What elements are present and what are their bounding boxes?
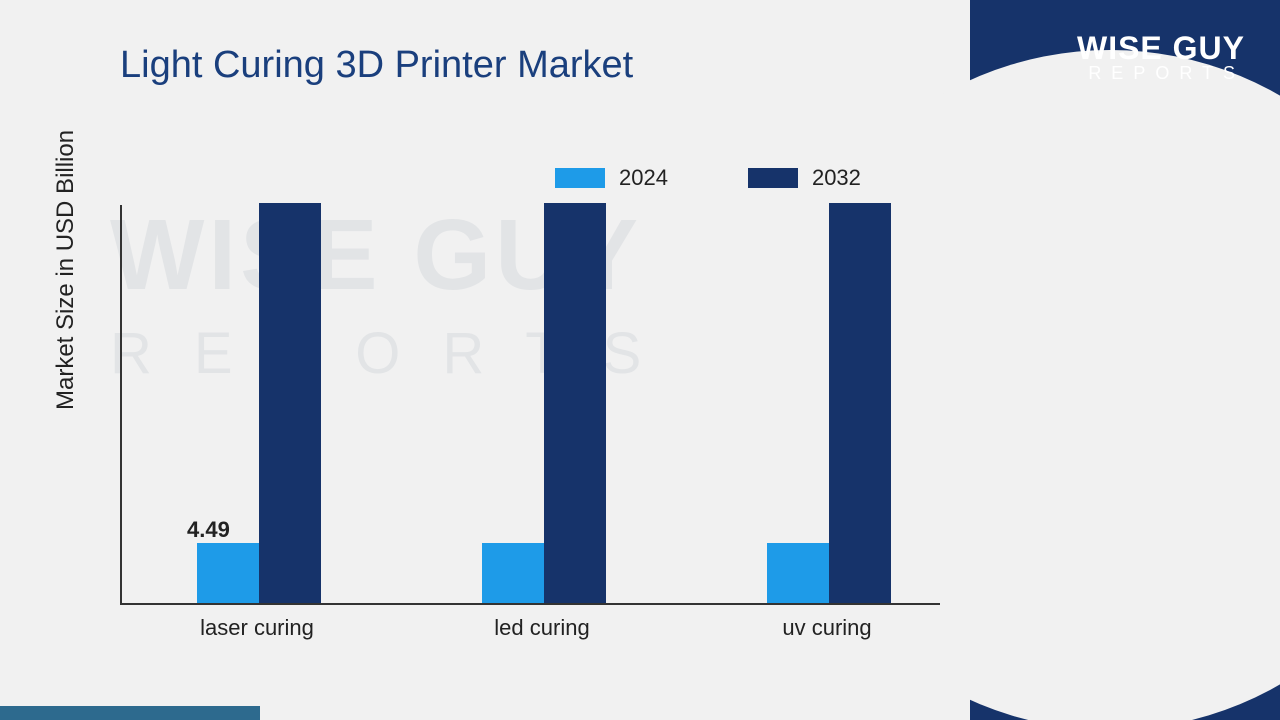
bar: [259, 203, 321, 603]
y-axis-label: Market Size in USD Billion: [52, 130, 80, 410]
x-axis-label: uv curing: [767, 615, 887, 640]
legend-item-2024: 2024: [555, 165, 668, 191]
x-axis-label: led curing: [482, 615, 602, 640]
legend-item-2032: 2032: [748, 165, 861, 191]
chart-canvas: WISE GUY REPORTS Light Curing 3D Printer…: [0, 0, 1280, 720]
legend-swatch-2032: [748, 168, 798, 188]
bar: [482, 543, 544, 603]
bar-group: [767, 203, 891, 603]
legend-label-2024: 2024: [619, 165, 668, 191]
bar: [197, 543, 259, 603]
legend-swatch-2024: [555, 168, 605, 188]
chart-title: Light Curing 3D Printer Market: [120, 44, 633, 87]
brand-logo: WISE GUY REPORTS: [1077, 30, 1245, 84]
bottom-accent-bar: [0, 706, 260, 720]
brand-line2: REPORTS: [1077, 63, 1245, 84]
brand-line1: WISE GUY: [1077, 30, 1245, 67]
x-axis-label: laser curing: [197, 615, 317, 640]
bar-group: [482, 203, 606, 603]
data-label: 4.49: [187, 517, 230, 543]
bar: [829, 203, 891, 603]
legend-label-2032: 2032: [812, 165, 861, 191]
bar: [544, 203, 606, 603]
plot-area: [120, 205, 940, 605]
bar: [767, 543, 829, 603]
legend: 2024 2032: [555, 165, 861, 191]
